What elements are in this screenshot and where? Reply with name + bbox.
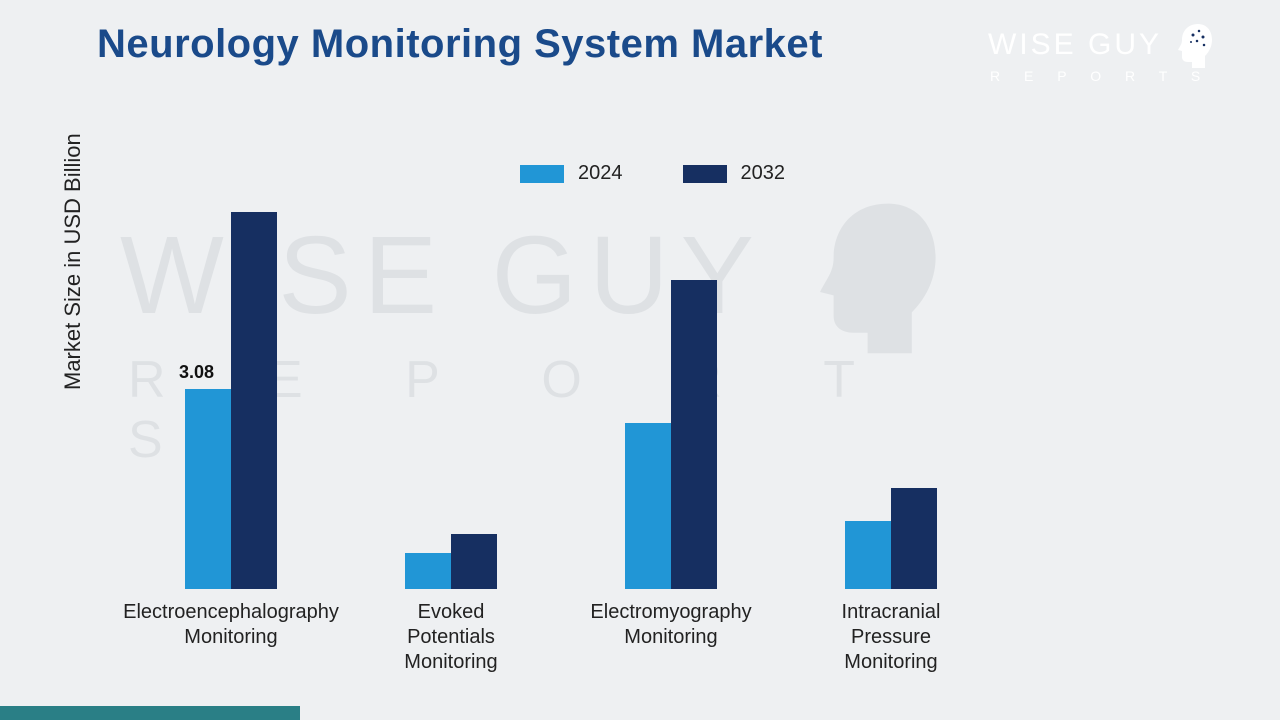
bar-series-a [625, 423, 671, 589]
x-axis-category-label: ElectroencephalographyMonitoring [121, 600, 341, 650]
brand-text-sub: R E P O R T S [990, 68, 1248, 84]
brand-head-icon [1168, 20, 1218, 70]
legend-swatch-b [683, 165, 727, 183]
bar-series-a [405, 553, 451, 589]
bar-value-label: 3.08 [179, 362, 214, 383]
x-axis-category-label: ElectromyographyMonitoring [561, 600, 781, 650]
bar-series-a [845, 521, 891, 589]
bar-series-a [185, 389, 231, 589]
bar-group [405, 534, 497, 589]
brand-text-main: WISE GUY [988, 28, 1162, 62]
legend-label-b: 2032 [741, 162, 786, 185]
bar-series-b [231, 212, 277, 589]
brand-logo: WISE GUY R E P O R T S [988, 20, 1248, 84]
legend-item-2032: 2032 [683, 162, 786, 185]
bar-series-b [891, 488, 937, 589]
bar-group [185, 212, 277, 589]
x-axis-category-label: IntracranialPressureMonitoring [781, 600, 1001, 675]
bar-series-b [671, 280, 717, 589]
chart-area: 3.08ElectroencephalographyMonitoringEvok… [110, 200, 1010, 590]
plot-area: 3.08ElectroencephalographyMonitoringEvok… [110, 200, 1010, 590]
bar-group [845, 488, 937, 589]
bar-group [625, 280, 717, 589]
y-axis-label: Market Size in USD Billion [60, 133, 86, 390]
bottom-accent-bar [0, 706, 300, 720]
legend-swatch-a [520, 165, 564, 183]
chart-title: Neurology Monitoring System Market [0, 22, 920, 67]
chart-canvas: WISE GUY R E P O R T S Neurology Monitor… [0, 0, 1280, 720]
legend-label-a: 2024 [578, 162, 623, 185]
x-axis-category-label: EvokedPotentialsMonitoring [341, 600, 561, 675]
bar-series-b [451, 534, 497, 589]
chart-legend: 2024 2032 [520, 162, 785, 185]
legend-item-2024: 2024 [520, 162, 623, 185]
